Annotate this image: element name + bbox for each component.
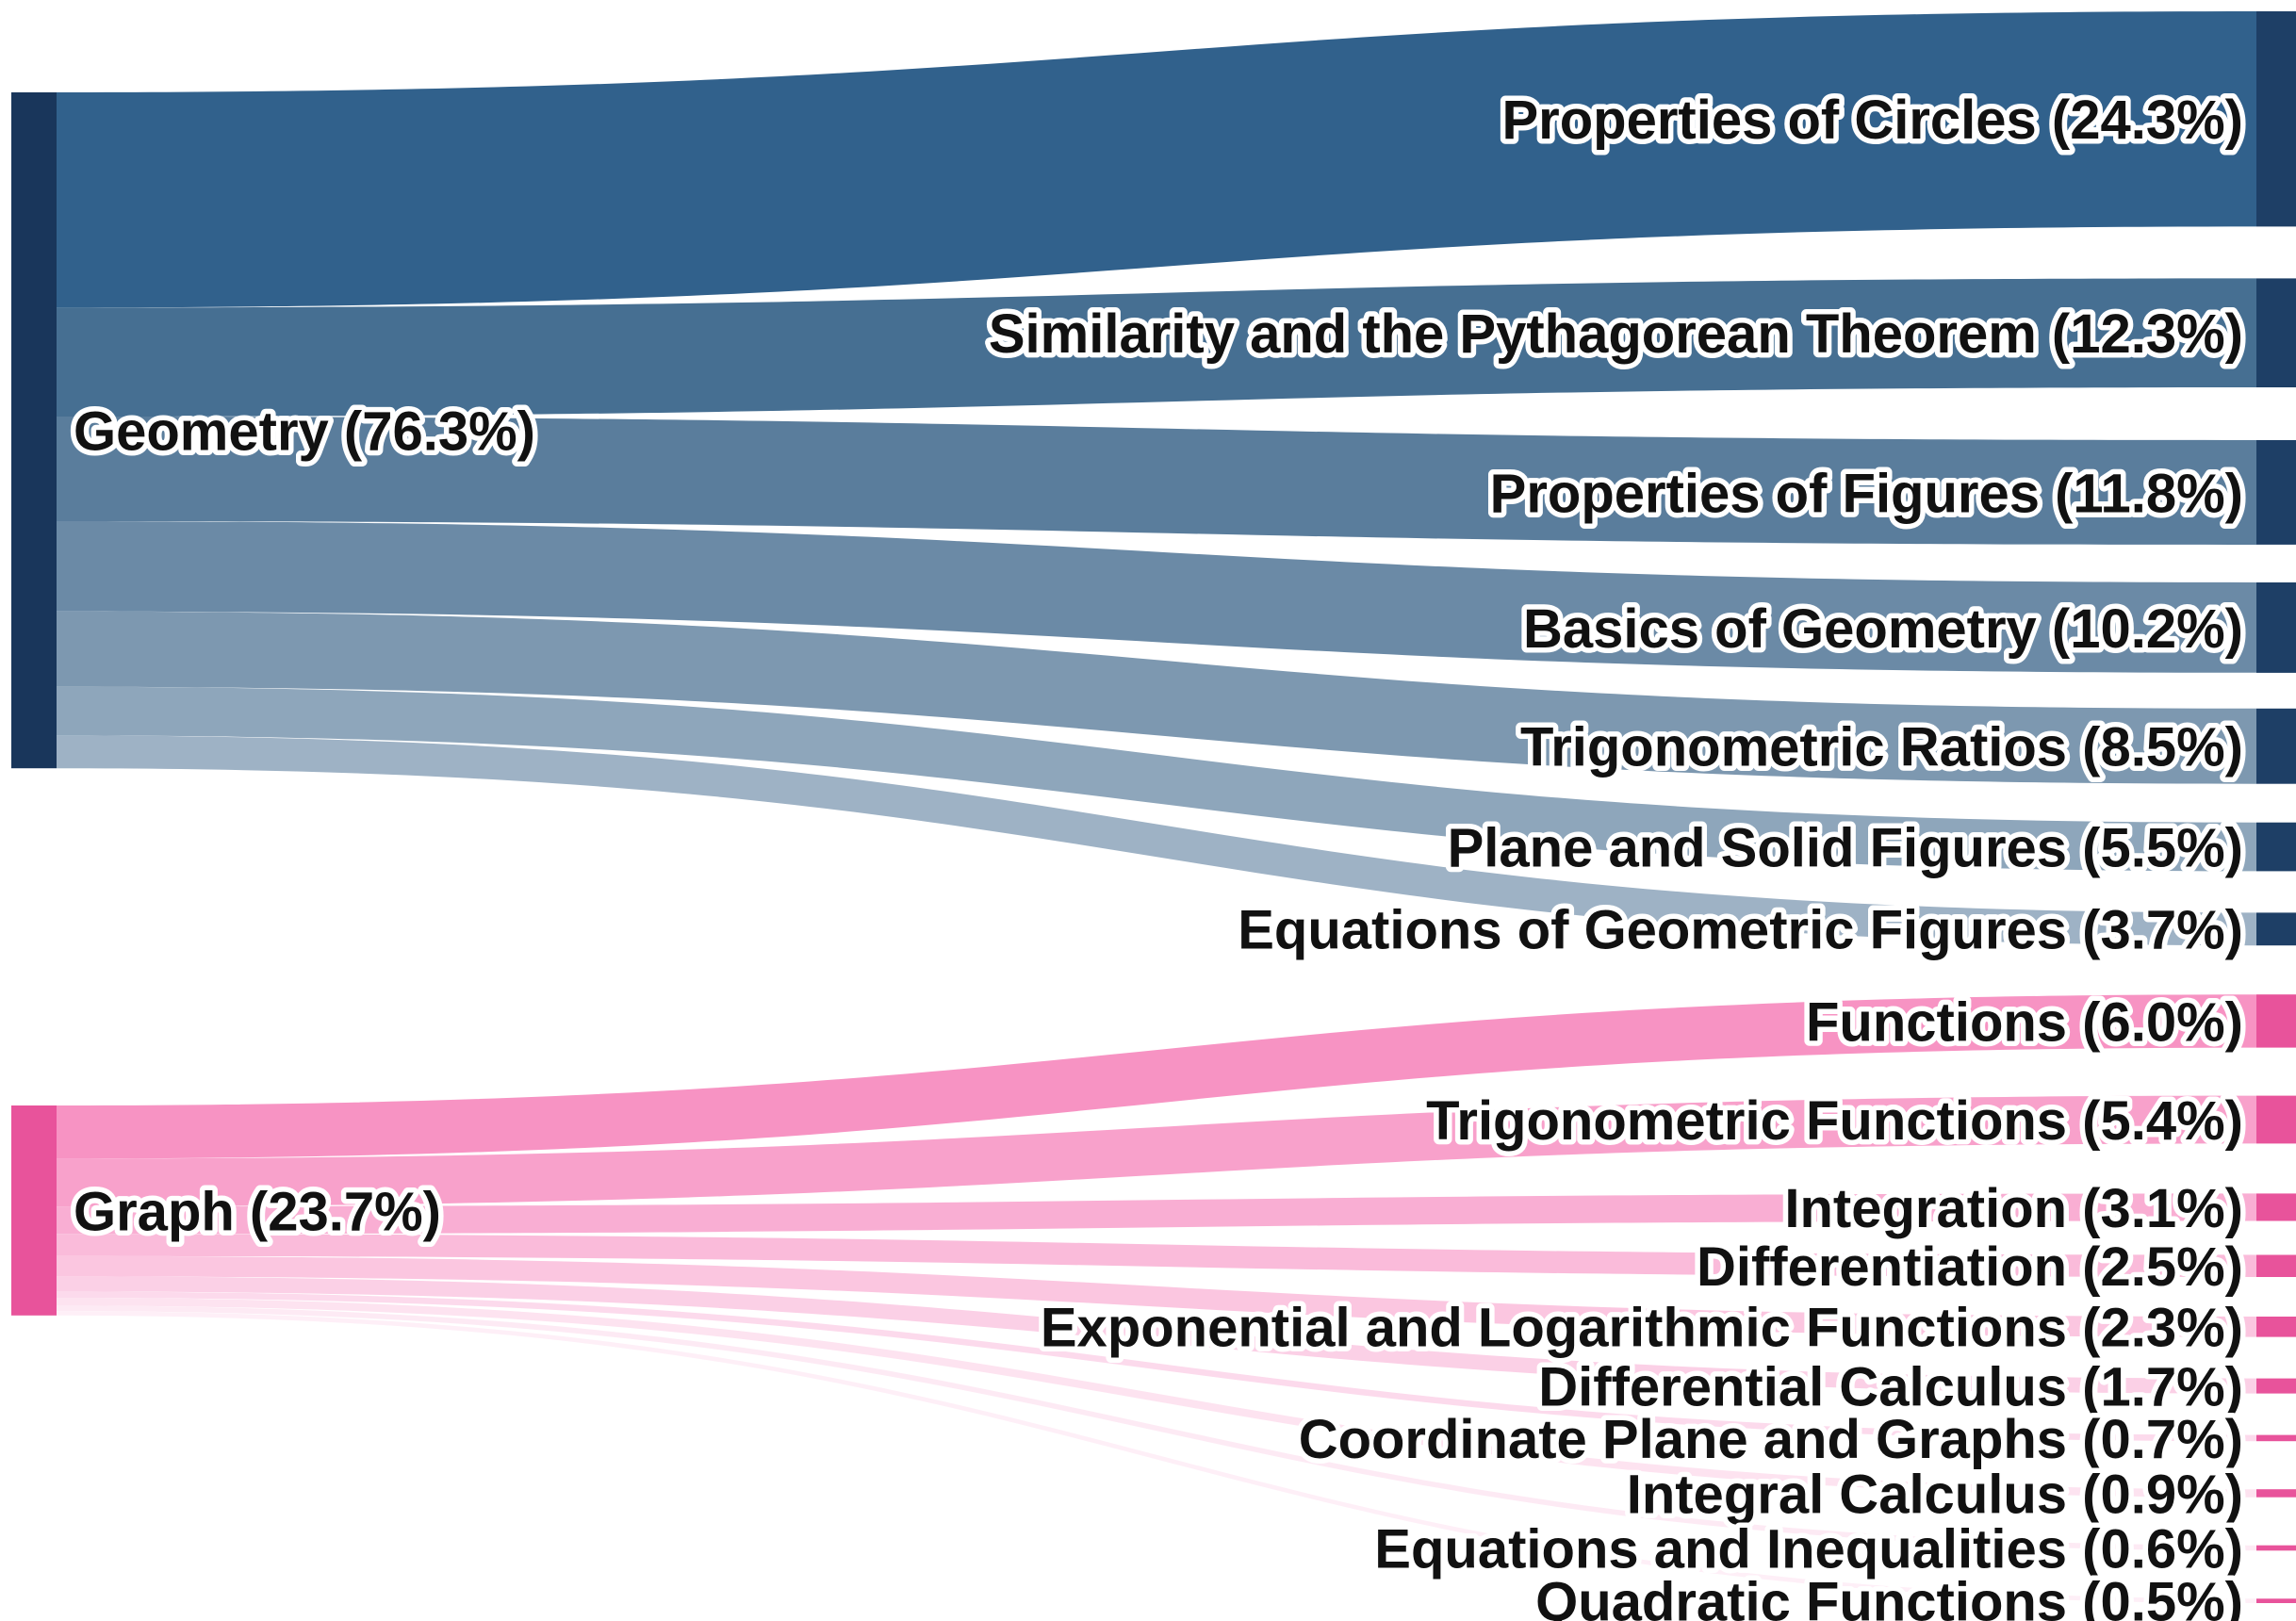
label-differential-calculus: Differential Calculus (1.7%) <box>1538 1356 2243 1417</box>
node-graph <box>11 1105 57 1316</box>
node-properties-of-figures <box>2256 440 2296 545</box>
label-equations-and-inequalities: Equations and Inequalities (0.6%) <box>1374 1518 2243 1580</box>
flow-geometry-to-properties-of-figures <box>57 417 2256 545</box>
flow-graph-to-equations-and-inequalities <box>57 1305 2256 1551</box>
flow-geometry-to-trigonometric-ratios <box>57 611 2256 784</box>
node-differentiation <box>2256 1254 2296 1277</box>
label-exponential-and-logarithmic-functions: Exponential and Logarithmic Functions (2… <box>1041 1298 2243 1359</box>
label-properties-of-figures: Properties of Figures (11.8%) <box>1490 463 2243 524</box>
node-equations-and-inequalities <box>2256 1545 2296 1551</box>
label-differentiation: Differentiation (2.5%) <box>1697 1236 2243 1298</box>
node-differential-calculus <box>2256 1378 2296 1394</box>
node-exponential-and-logarithmic-functions <box>2256 1317 2296 1337</box>
node-geometry <box>11 92 57 769</box>
label-properties-of-circles: Properties of Circles (24.3%) <box>1501 90 2243 151</box>
flow-graph-to-differential-calculus <box>57 1276 2256 1394</box>
node-layer <box>11 11 2296 1603</box>
node-functions <box>2256 994 2296 1048</box>
node-basics-of-geometry <box>2256 582 2296 673</box>
node-equations-of-geometric-figures <box>2256 912 2296 946</box>
label-layer: Properties of Circles (24.3%) Similarity … <box>69 85 2249 1621</box>
label-similarity-and-the-pythagorean-theorem: Similarity and the Pythagorean Theorem (… <box>989 303 2243 365</box>
label-geometry: Geometry (76.3%) <box>74 401 535 462</box>
node-integral-calculus <box>2256 1489 2296 1498</box>
flow-graph-to-trigonometric-functions <box>57 1095 2256 1207</box>
node-properties-of-circles <box>2256 11 2296 227</box>
flow-graph-to-integration <box>57 1193 2256 1235</box>
flow-graph-to-integral-calculus <box>57 1298 2256 1498</box>
node-similarity-and-the-pythagorean-theorem <box>2256 278 2296 387</box>
label-coordinate-plane-and-graphs: Coordinate Plane and Graphs (0.7%) <box>1299 1409 2243 1470</box>
label-trigonometric-ratios: Trigonometric Ratios (8.5%) <box>1520 717 2243 778</box>
label-integral-calculus: Integral Calculus (0.9%) <box>1627 1464 2243 1525</box>
node-coordinate-plane-and-graphs <box>2256 1434 2296 1442</box>
flow-layer <box>57 11 2256 1603</box>
label-equations-of-geometric-figures: Equations of Geometric Figures (3.7%) <box>1238 900 2243 961</box>
label-trigonometric-functions: Trigonometric Functions (5.4%) <box>1426 1090 2243 1152</box>
label-plane-and-solid-figures: Plane and Solid Figures (5.5%) <box>1448 817 2243 878</box>
flow-geometry-to-basics-of-geometry <box>57 521 2256 673</box>
node-plane-and-solid-figures <box>2256 822 2296 872</box>
flow-graph-to-functions <box>57 994 2256 1159</box>
node-integration <box>2256 1193 2296 1221</box>
flow-geometry-to-similarity-and-the-pythagorean-theorem <box>57 278 2256 417</box>
label-quadratic-functions: Quadratic Functions (0.5%) <box>1535 1572 2243 1621</box>
flow-geometry-to-equations-of-geometric-figures <box>57 735 2256 946</box>
flow-geometry-to-properties-of-circles <box>57 11 2256 308</box>
label-basics-of-geometry: Basics of Geometry (10.2%) <box>1523 598 2243 660</box>
flow-geometry-to-plane-and-solid-figures <box>57 686 2256 872</box>
flow-graph-to-quadratic-functions <box>57 1311 2256 1603</box>
flow-graph-to-coordinate-plane-and-graphs <box>57 1291 2256 1442</box>
node-trigonometric-functions <box>2256 1095 2296 1144</box>
label-integration: Integration (3.1%) <box>1784 1178 2243 1239</box>
label-functions: Functions (6.0%) <box>1806 991 2243 1053</box>
flow-graph-to-differentiation <box>57 1234 2256 1277</box>
node-quadratic-functions <box>2256 1598 2296 1603</box>
node-trigonometric-ratios <box>2256 708 2296 784</box>
label-graph: Graph (23.7%) <box>74 1181 441 1242</box>
flow-graph-to-exponential-and-logarithmic-functions <box>57 1255 2256 1337</box>
